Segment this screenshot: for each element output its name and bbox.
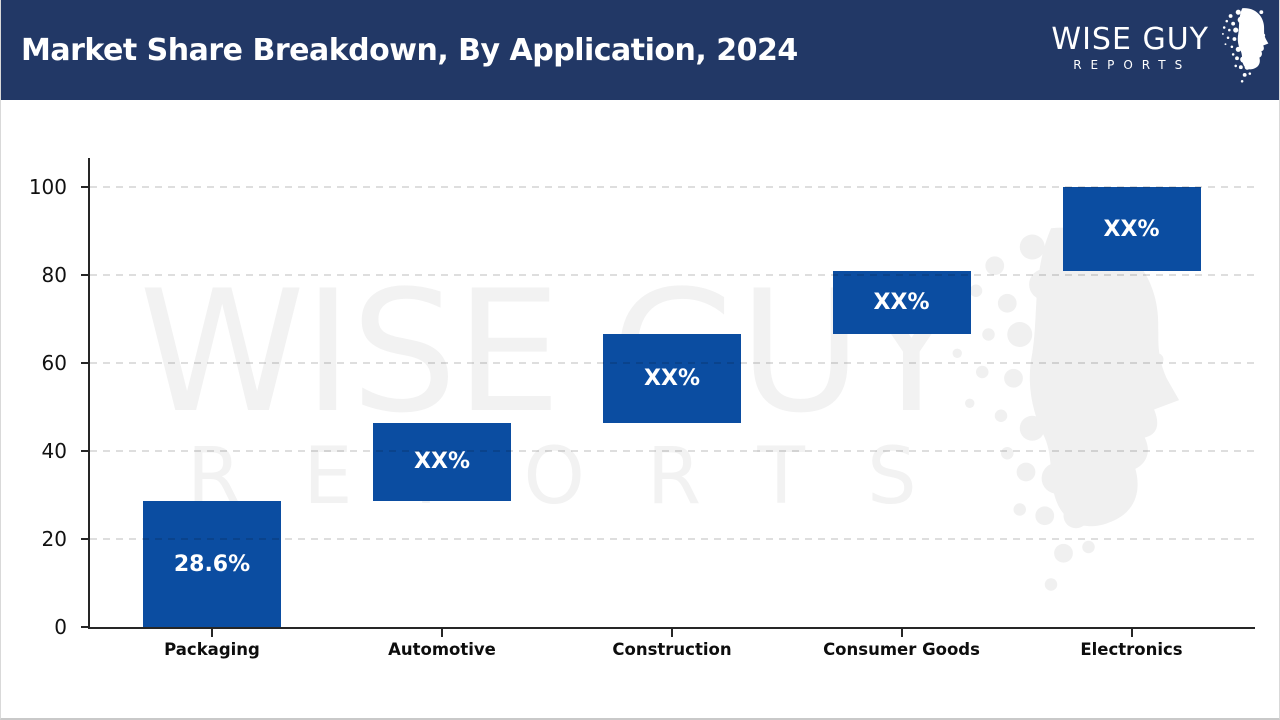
bar-packaging: 28.6% [143,501,281,627]
x-tick-mark [441,629,443,637]
bar-value-label: XX% [1103,216,1160,242]
bar-value-label: XX% [873,290,930,316]
y-tick-label: 80 [41,263,67,287]
header-bar: Market Share Breakdown, By Application, … [1,0,1279,100]
y-tick-label: 60 [41,351,67,375]
category-label: Electronics [1080,640,1183,659]
bar-electronics: XX% [1062,187,1201,272]
category-label: Construction [612,640,732,659]
wise-guy-reports-logo: WISE GUY REPORTS [1051,6,1269,90]
logo-wordmark: WISE GUY [1051,22,1209,58]
y-tick-mark [81,626,89,628]
y-tick-label: 40 [41,439,67,463]
page-title: Market Share Breakdown, By Application, … [21,32,798,68]
y-tick-mark [81,274,89,276]
y-tick-mark [81,538,89,540]
y-axis-line [88,158,90,628]
watermark-wordmark: WISE GUY [139,254,963,450]
x-tick-mark [900,629,903,637]
logo-subtext: REPORTS [1073,57,1192,72]
y-tick-label: 100 [28,175,67,199]
bar-value-label: 28.6% [173,551,251,577]
category-label: Packaging [164,640,260,659]
x-axis-line [88,627,1255,629]
watermark-subtext: REPORTS [187,432,979,522]
x-tick-mark [671,629,673,637]
bar-consumer-goods: XX% [832,271,971,335]
bar-value-label: XX% [414,449,470,475]
y-tick-mark [81,186,89,188]
x-tick-mark [211,629,213,637]
bar-value-label: XX% [644,366,700,392]
y-tick-mark [81,362,89,364]
bar-automotive: XX% [373,422,511,502]
category-label: Automotive [388,640,496,659]
y-tick-label: 0 [54,615,67,639]
bar-construction: XX% [603,334,741,423]
y-tick-label: 20 [41,527,67,551]
logo-text: WISE GUY REPORTS [1051,24,1209,72]
category-label: Consumer Goods [823,640,980,659]
x-tick-mark [1130,629,1133,637]
dotted-face-icon [1221,8,1269,83]
y-tick-mark [81,450,89,452]
